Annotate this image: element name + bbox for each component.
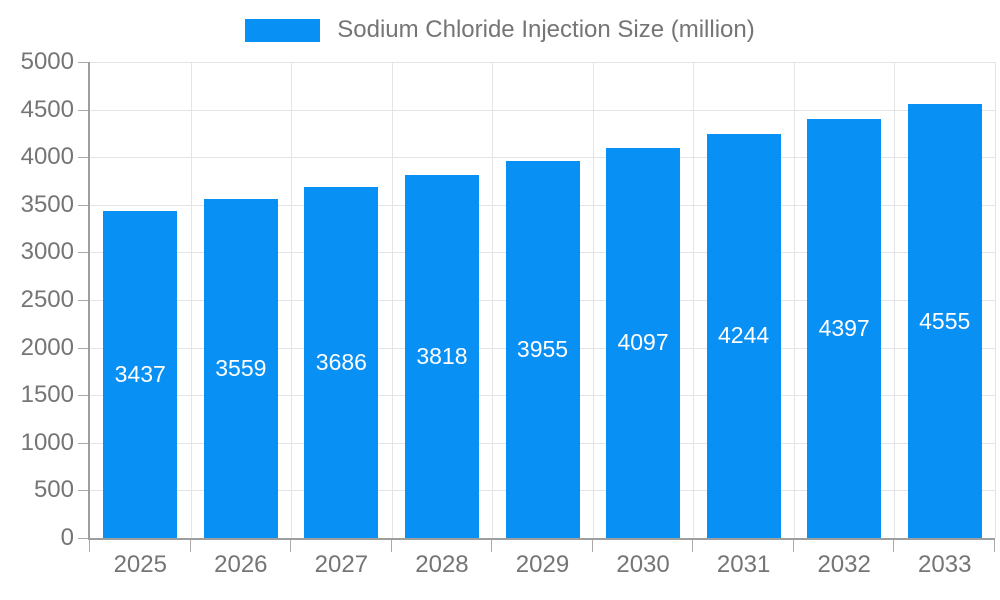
bar: 3955 [505, 161, 580, 538]
y-axis-label: 4500 [20, 95, 74, 123]
bar-value-label: 3818 [416, 342, 468, 369]
gridline-vertical [693, 62, 695, 538]
y-axis-tick [78, 395, 88, 397]
y-axis-label: 0 [60, 524, 74, 551]
bar-value-label: 3686 [315, 349, 367, 376]
bar: 3559 [203, 199, 278, 538]
y-axis-tick [78, 252, 88, 254]
x-axis-tick [692, 540, 694, 552]
y-axis-label: 1500 [20, 381, 74, 409]
bar-value-label: 4555 [919, 307, 971, 334]
bar: 4397 [807, 119, 882, 538]
gridline-horizontal [90, 62, 995, 63]
gridline-vertical [894, 62, 896, 538]
legend-swatch-icon [245, 18, 321, 42]
x-axis-label: 2032 [817, 551, 871, 578]
bar-value-label: 4244 [718, 322, 770, 349]
x-axis-label: 2025 [113, 551, 167, 578]
bar: 4244 [706, 133, 781, 538]
y-axis-tick [78, 442, 88, 444]
y-axis-label: 4000 [20, 143, 74, 171]
gridline-vertical [592, 62, 594, 538]
y-axis-label: 3500 [20, 190, 74, 218]
gridline-vertical [391, 62, 393, 538]
x-axis-label: 2033 [918, 551, 972, 578]
bar: 3818 [404, 174, 479, 538]
bar: 3437 [103, 210, 178, 538]
gridline-vertical [190, 62, 192, 538]
x-axis-label: 2027 [314, 551, 369, 578]
x-axis-tick [189, 540, 191, 552]
y-axis-label: 5000 [20, 48, 74, 75]
x-axis-label: 2029 [515, 551, 570, 578]
bar: 4097 [606, 147, 681, 538]
x-axis-tick [491, 540, 493, 552]
x-axis-tick [792, 540, 794, 552]
legend-label: Sodium Chloride Injection Size (million) [337, 16, 755, 43]
gridline-vertical [291, 62, 293, 538]
bar-value-label: 3559 [215, 355, 267, 382]
y-axis-label: 2500 [20, 286, 74, 313]
gridline-vertical [995, 62, 996, 538]
y-axis-tick [78, 490, 88, 492]
legend-item[interactable]: Sodium Chloride Injection Size (million) [245, 16, 755, 44]
y-axis-tick [78, 204, 88, 206]
legend: Sodium Chloride Injection Size (million) [0, 16, 1000, 44]
y-axis-tick [78, 62, 88, 63]
x-axis-tick [89, 540, 90, 552]
x-axis-tick [390, 540, 392, 552]
x-axis-tick [994, 540, 995, 552]
y-axis-label: 1000 [20, 428, 74, 456]
x-axis-tick [290, 540, 292, 552]
x-axis-label: 2026 [214, 551, 268, 578]
x-axis-label: 2028 [415, 551, 469, 578]
y-axis-label: 2000 [20, 333, 74, 361]
gridline-horizontal [90, 157, 995, 159]
y-axis-tick [78, 347, 88, 349]
x-axis-tick [591, 540, 593, 552]
x-axis-tick [893, 540, 895, 552]
x-axis-label: 2030 [616, 551, 670, 578]
gridline-vertical [793, 62, 795, 538]
y-axis-label: 500 [33, 476, 74, 504]
bar-value-label: 4097 [617, 329, 669, 356]
bar-value-label: 3955 [516, 336, 569, 363]
bar: 4555 [907, 104, 982, 538]
gridline-horizontal [90, 109, 995, 111]
y-axis-tick [78, 300, 88, 301]
y-axis-tick [78, 538, 88, 539]
bar-value-label: 3437 [114, 360, 166, 387]
y-axis-label: 3000 [20, 238, 74, 266]
gridline-vertical [492, 62, 494, 538]
bar: 3686 [304, 187, 379, 538]
y-axis-tick [78, 157, 88, 159]
x-axis-label: 2031 [716, 551, 771, 578]
y-axis-tick [78, 109, 88, 111]
bar-value-label: 4397 [818, 315, 870, 342]
plot-area: 0 500 1000 1500 2000 2500 3000 3500 4000 4500 5000… [21, 50, 996, 577]
